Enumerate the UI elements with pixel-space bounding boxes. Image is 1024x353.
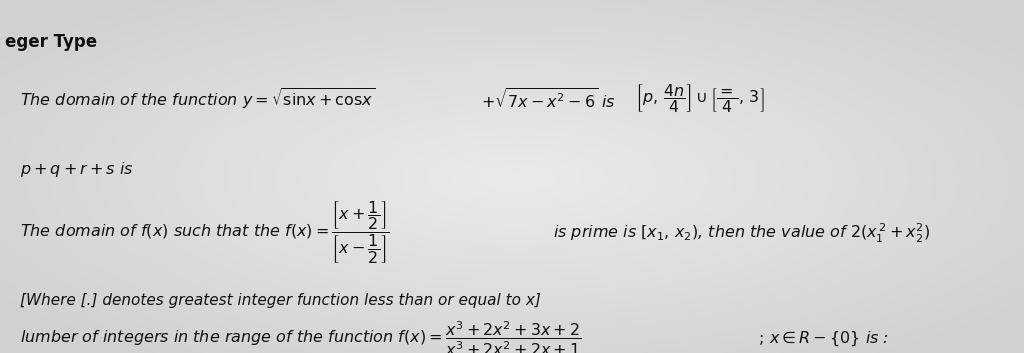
Text: is prime is $[x_1,\,x_2)$, then the value of $2(x_1^{\,2}+x_2^2)$: is prime is $[x_1,\,x_2)$, then the valu… xyxy=(553,221,931,245)
Text: $;\,x\in R-\{0\}$ is :: $;\,x\in R-\{0\}$ is : xyxy=(758,330,889,348)
Text: The domain of the function $y = \sqrt{\mathrm{sin}x+\mathrm{cos}x}$: The domain of the function $y = \sqrt{\m… xyxy=(20,86,376,111)
Text: eger Type: eger Type xyxy=(5,34,97,51)
Text: lumber of integers in the range of the function $f(x)=\dfrac{x^3+2x^2+3x+2}{x^3+: lumber of integers in the range of the f… xyxy=(20,320,583,353)
Text: [Where [.] denotes greatest integer function less than or equal to x]: [Where [.] denotes greatest integer func… xyxy=(20,293,542,307)
Text: $p+q+r+s$ is: $p+q+r+s$ is xyxy=(20,160,134,179)
Text: The domain of $f(x)$ such that the $f(x)=\dfrac{\left[x+\dfrac{1}{2}\right]}{\le: The domain of $f(x)$ such that the $f(x)… xyxy=(20,199,389,267)
Text: $\left[p,\,\dfrac{4n}{4}\right]\cup\left[\dfrac{=}{4},\,3\right]$: $\left[p,\,\dfrac{4n}{4}\right]\cup\left… xyxy=(635,82,765,115)
Text: $+\sqrt{7x-x^2-6}$ is: $+\sqrt{7x-x^2-6}$ is xyxy=(481,87,616,111)
